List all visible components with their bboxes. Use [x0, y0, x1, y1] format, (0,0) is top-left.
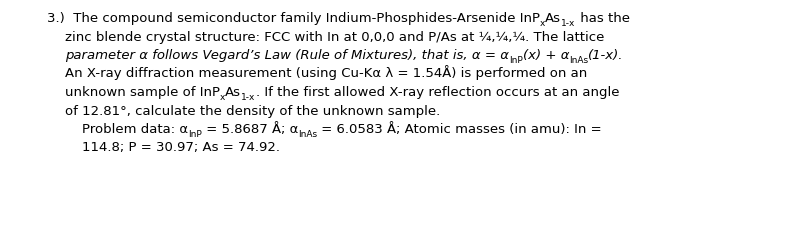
- Text: zinc blende crystal structure: FCC with In at 0,0,0 and P/As at ¼,¼,¼. The latti: zinc blende crystal structure: FCC with …: [65, 30, 604, 44]
- Text: As: As: [225, 86, 241, 99]
- Text: 3.)  The compound semiconductor family Indium-Phosphides-Arsenide InP: 3.) The compound semiconductor family In…: [47, 12, 540, 25]
- Text: = 5.8687 Å; α: = 5.8687 Å; α: [202, 123, 298, 136]
- Text: Problem data: α: Problem data: α: [82, 123, 188, 136]
- Text: InAs: InAs: [298, 130, 318, 139]
- Text: parameter α follows Vegard’s Law (Rule of Mixtures), that is, α = α: parameter α follows Vegard’s Law (Rule o…: [65, 49, 509, 62]
- Text: InP: InP: [509, 56, 523, 65]
- Text: has the: has the: [576, 12, 630, 25]
- Text: InAs: InAs: [569, 56, 588, 65]
- Text: (x) + α: (x) + α: [523, 49, 569, 62]
- Text: InP: InP: [188, 130, 202, 139]
- Text: As: As: [545, 12, 561, 25]
- Text: = 6.0583 Å; Atomic masses (in amu): In =: = 6.0583 Å; Atomic masses (in amu): In =: [318, 123, 602, 136]
- Text: 114.8; P = 30.97; As = 74.92.: 114.8; P = 30.97; As = 74.92.: [82, 142, 280, 154]
- Text: An X-ray diffraction measurement (using Cu-Kα λ = 1.54Å) is performed on an: An X-ray diffraction measurement (using …: [65, 66, 587, 80]
- Text: . If the first allowed X-ray reflection occurs at an angle: . If the first allowed X-ray reflection …: [256, 86, 619, 99]
- Text: x: x: [220, 93, 225, 102]
- Text: of 12.81°, calculate the density of the unknown sample.: of 12.81°, calculate the density of the …: [65, 104, 440, 118]
- Text: 1-x: 1-x: [561, 19, 576, 28]
- Text: 1-x: 1-x: [241, 93, 256, 102]
- Text: (1-x).: (1-x).: [588, 49, 624, 62]
- Text: unknown sample of InP: unknown sample of InP: [65, 86, 220, 99]
- Text: x: x: [540, 19, 545, 28]
